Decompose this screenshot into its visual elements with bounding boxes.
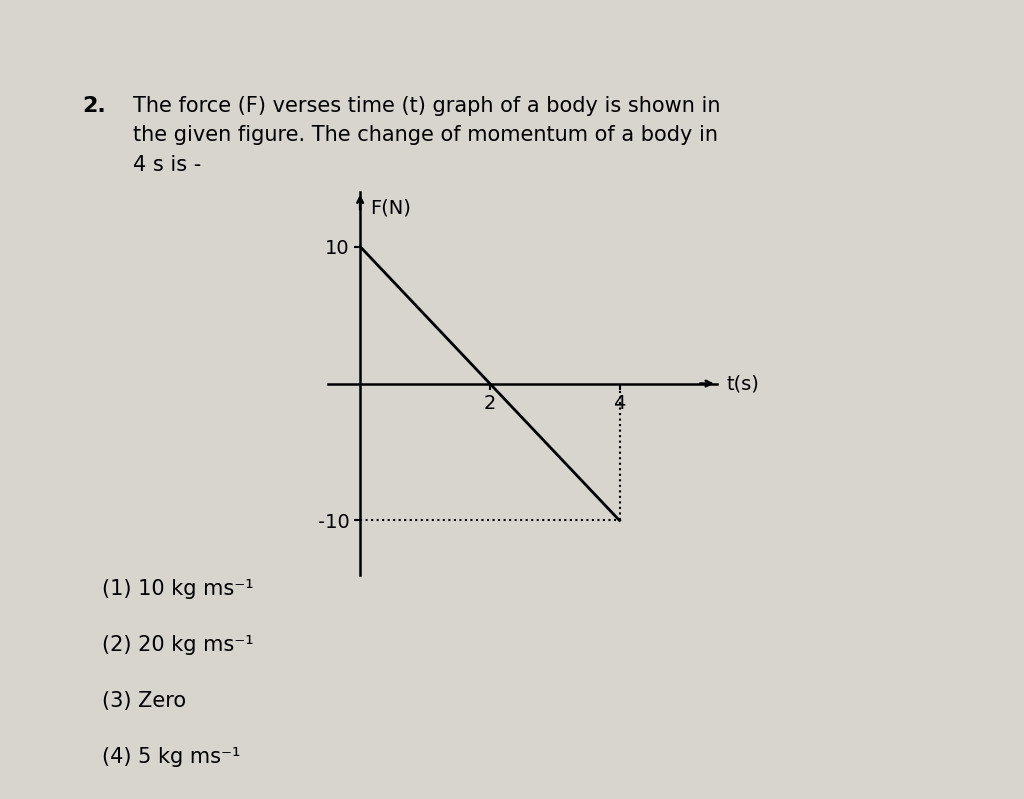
- Text: (3) Zero: (3) Zero: [102, 691, 186, 711]
- Text: The force (F) verses time (t) graph of a body is shown in
the given figure. The : The force (F) verses time (t) graph of a…: [133, 96, 721, 175]
- Text: (1) 10 kg ms⁻¹: (1) 10 kg ms⁻¹: [102, 579, 254, 599]
- Text: 2.: 2.: [82, 96, 105, 116]
- Text: (2) 20 kg ms⁻¹: (2) 20 kg ms⁻¹: [102, 635, 254, 655]
- Text: (4) 5 kg ms⁻¹: (4) 5 kg ms⁻¹: [102, 747, 241, 767]
- Text: t(s): t(s): [727, 374, 760, 393]
- Text: F(N): F(N): [370, 199, 411, 217]
